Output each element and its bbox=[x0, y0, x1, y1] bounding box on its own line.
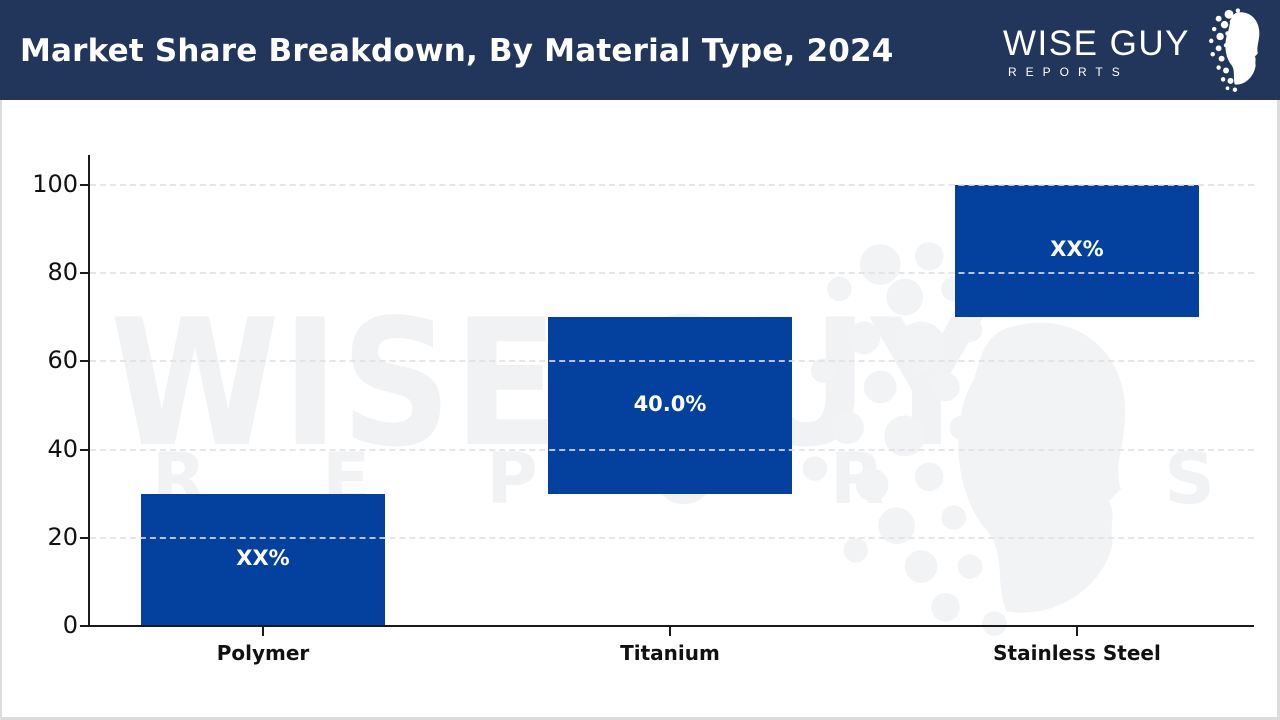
x-axis-spine bbox=[88, 625, 1254, 627]
y-tick-mark bbox=[80, 272, 89, 275]
bar-stainless-steel bbox=[955, 185, 1199, 318]
dotted-head-logo-icon bbox=[1209, 8, 1260, 92]
y-tick-label: 100 bbox=[32, 170, 78, 198]
y-axis-spine bbox=[88, 155, 90, 627]
y-tick-mark bbox=[80, 536, 89, 539]
bar-value-label: XX% bbox=[1050, 237, 1104, 262]
watermark-dotted-head-icon bbox=[802, 242, 1126, 636]
y-tick-label: 60 bbox=[47, 346, 78, 375]
y-tick-mark bbox=[80, 184, 89, 186]
x-category-label: Stainless Steel bbox=[993, 641, 1161, 665]
y-tick-label: 80 bbox=[47, 258, 78, 287]
x-tick-mark bbox=[1076, 627, 1078, 636]
y-tick-mark bbox=[80, 625, 89, 627]
bar-titanium bbox=[548, 317, 792, 494]
wise-guy-reports-logo: WISE GUY REPORTS bbox=[1003, 6, 1266, 98]
page-title: Market Share Breakdown, By Material Type… bbox=[20, 33, 894, 69]
y-tick-mark bbox=[80, 360, 89, 363]
logo-text: WISE GUY REPORTS bbox=[1003, 26, 1190, 79]
y-tick-label: 40 bbox=[47, 434, 78, 463]
bar-value-label: XX% bbox=[236, 545, 290, 570]
y-tick-label: 20 bbox=[47, 522, 78, 551]
x-category-label: Polymer bbox=[216, 641, 310, 665]
page-border-right bbox=[1277, 100, 1280, 720]
x-tick-mark bbox=[669, 627, 671, 636]
watermark-wordmark: WISE GUY bbox=[110, 283, 984, 486]
x-tick-mark bbox=[262, 627, 264, 636]
page-border-bottom bbox=[0, 717, 1280, 720]
header-bar: Market Share Breakdown, By Material Type… bbox=[0, 0, 1280, 100]
y-tick-label: 0 bbox=[62, 611, 78, 639]
bar-polymer bbox=[141, 493, 385, 626]
logo-secondary-text: REPORTS bbox=[1007, 64, 1129, 79]
bar-value-label: 40.0% bbox=[633, 391, 707, 416]
page-border-left bbox=[0, 100, 2, 720]
logo-primary-text: WISE GUY bbox=[1002, 23, 1190, 63]
y-tick-mark bbox=[80, 448, 89, 451]
x-category-label: Titanium bbox=[620, 641, 720, 665]
